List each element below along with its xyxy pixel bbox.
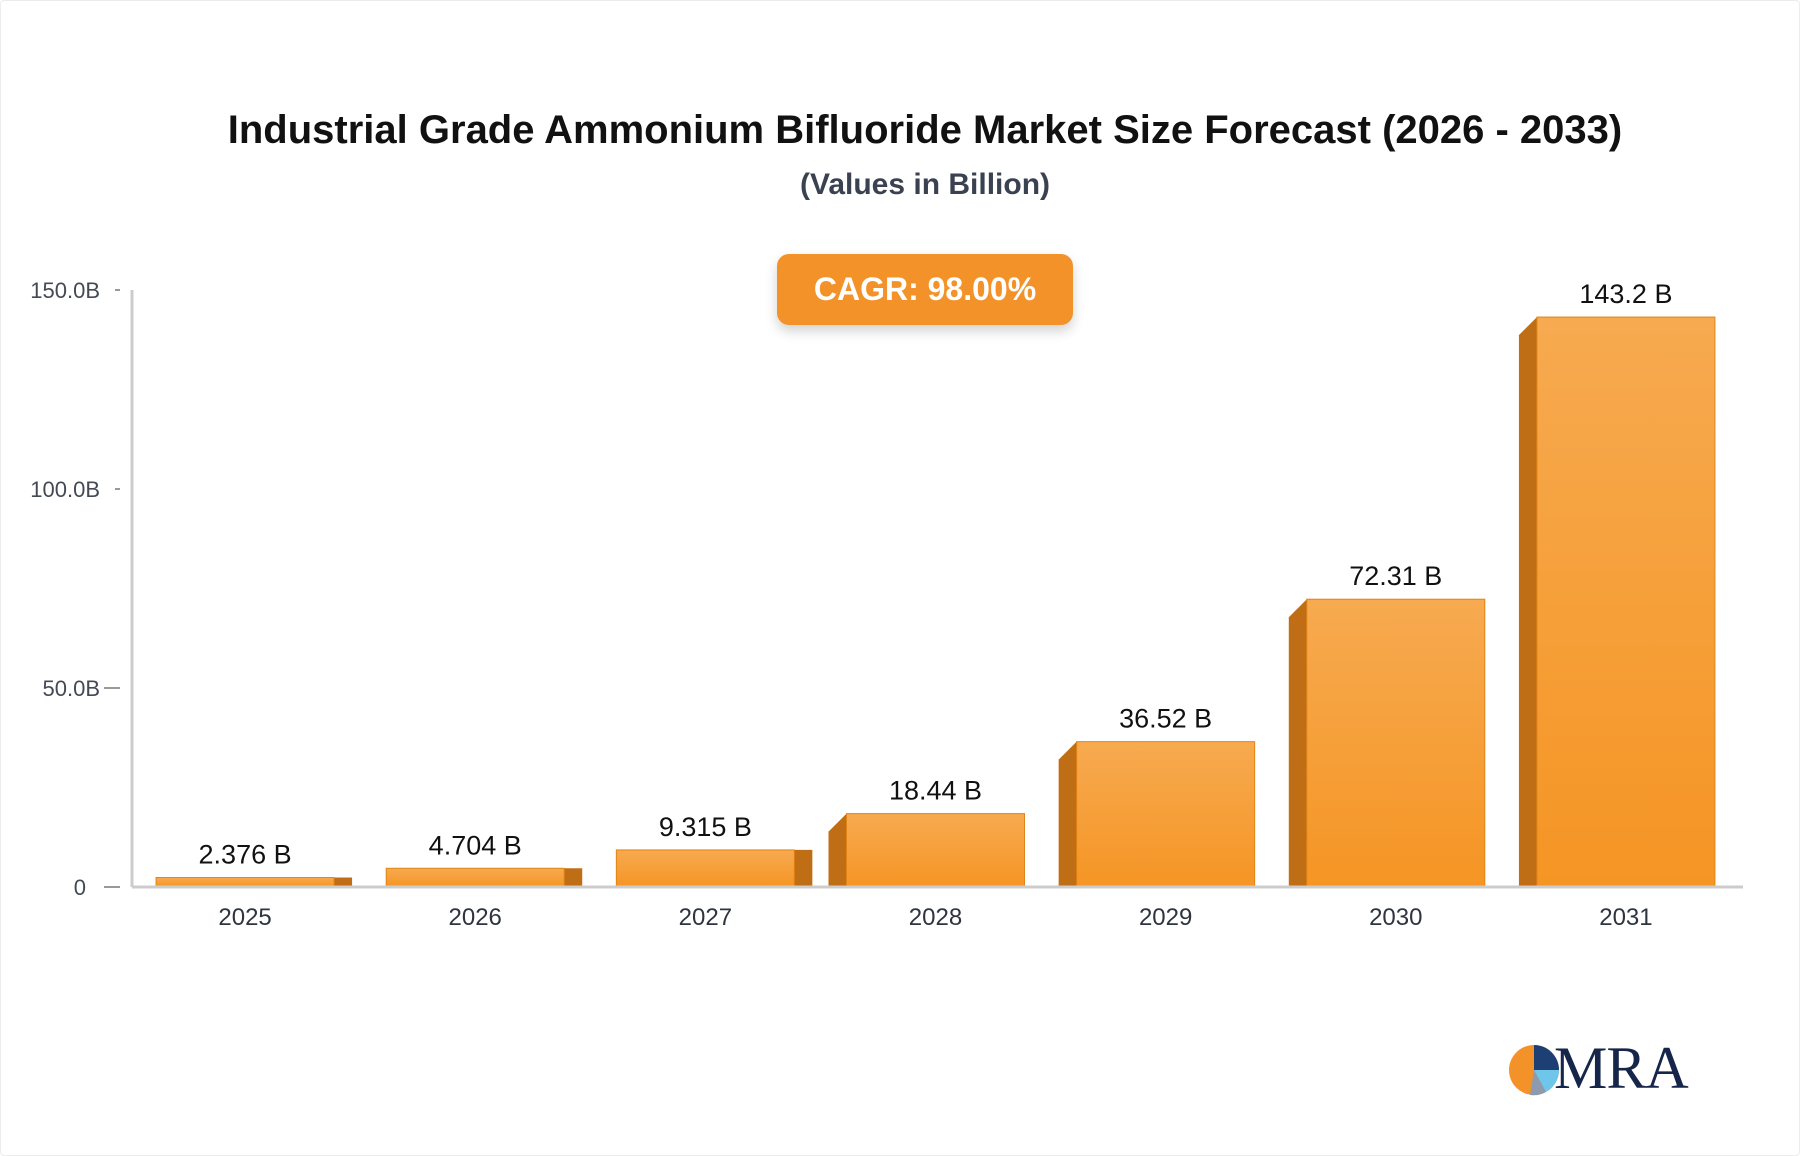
pie-logo-icon (1509, 1045, 1560, 1096)
bars: 2.376 B 4.704 B 9.315 B 18.44 B 36.52 B 72.31… (155, 279, 1716, 888)
bar-value-label: 9.315 B (659, 812, 752, 842)
x-tick-label: 2027 (679, 904, 732, 931)
bar-front (846, 813, 1025, 888)
cagr-badge: CAGR: 98.00% (777, 254, 1073, 325)
bar-2025: 2.376 B (155, 840, 353, 888)
x-tick-label: 2030 (1369, 904, 1422, 931)
bar-side (794, 849, 813, 887)
bar-side (564, 868, 583, 887)
chart-title: Industrial Grade Ammonium Bifluoride Mar… (227, 108, 1623, 152)
x-tick-label: 2029 (1139, 904, 1192, 931)
bar-front (1306, 598, 1486, 888)
bar-front (1076, 741, 1256, 888)
logo-text: MRA (1554, 1035, 1689, 1101)
bar-side (828, 813, 847, 887)
chart-subtitle: (Values in Billion) (799, 168, 1051, 201)
x-tick-label: 2026 (449, 904, 502, 931)
x-tick-label: 2028 (909, 904, 962, 931)
bar-value-label: 36.52 B (1119, 704, 1212, 734)
bar-front (385, 867, 565, 888)
bar-side (1288, 599, 1307, 887)
bar-2029: 36.52 B (1058, 704, 1256, 888)
bar-value-label: 72.31 B (1349, 561, 1442, 591)
x-tick-label: 2031 (1599, 904, 1652, 931)
mra-logo: MRA (1506, 1036, 1696, 1100)
bar-value-label: 4.704 B (429, 830, 522, 860)
bar-side (1058, 741, 1077, 887)
y-tick-label: 50.0B (43, 676, 101, 701)
bar-2028: 18.44 B (828, 776, 1025, 888)
bar-side (334, 877, 353, 887)
y-tick-label: 100.0B (30, 477, 100, 502)
bar-value-label: 143.2 B (1579, 279, 1672, 309)
y-axis: 0 50.0B 100.0B 150.0B (30, 278, 134, 900)
bar-side (1518, 317, 1537, 888)
x-tick-label: 2025 (218, 904, 271, 931)
bar-2031: 143.2 B (1518, 279, 1716, 888)
x-axis: 2025 2026 2027 2028 2029 2030 2031 (132, 885, 1743, 931)
y-tick-label: 150.0B (30, 278, 100, 303)
bar-2027: 9.315 B (615, 812, 813, 888)
bar-2026: 4.704 B (385, 830, 583, 888)
y-tick-label: 0 (74, 875, 86, 900)
bar-value-label: 2.376 B (199, 840, 292, 870)
bar-front (1536, 316, 1716, 888)
bar-2030: 72.31 B (1288, 561, 1486, 888)
bar-value-label: 18.44 B (889, 776, 982, 806)
bar-front (615, 849, 795, 888)
